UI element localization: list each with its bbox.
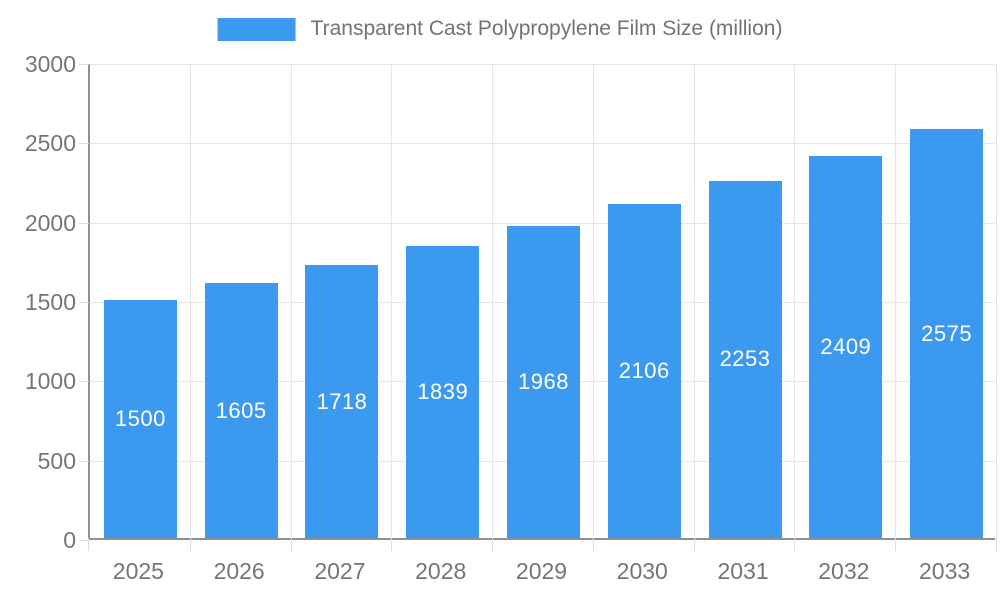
x-axis-tick bbox=[693, 538, 695, 551]
grid-line-vertical bbox=[492, 64, 494, 538]
bar-value-label: 1718 bbox=[316, 388, 368, 414]
y-axis-tick-label: 500 bbox=[37, 447, 76, 474]
plot-area: 1500 1605 1718 1839 1968 2106 2253 2409 2575 bbox=[79, 64, 997, 551]
grid-line-vertical bbox=[693, 64, 695, 538]
y-axis-tick-label: 1000 bbox=[24, 368, 76, 395]
y-axis-tick bbox=[79, 381, 89, 383]
x-axis-tick-label: 2025 bbox=[112, 558, 164, 584]
grid-line-vertical bbox=[290, 64, 292, 538]
grid-line-vertical bbox=[996, 64, 997, 538]
bar[interactable]: 1968 bbox=[507, 225, 580, 538]
bar[interactable]: 1718 bbox=[305, 265, 379, 538]
x-axis-tick-label: 2032 bbox=[818, 558, 870, 584]
grid-line-vertical bbox=[895, 64, 897, 538]
grid-line-horizontal bbox=[90, 64, 995, 65]
grid-line-vertical bbox=[189, 64, 191, 538]
y-axis-tick-label: 2000 bbox=[24, 209, 76, 236]
y-axis-tick bbox=[79, 143, 89, 145]
bar-value-label: 2253 bbox=[719, 346, 771, 372]
bar[interactable]: 2575 bbox=[910, 129, 984, 538]
bar[interactable]: 2253 bbox=[708, 180, 782, 538]
x-axis-tick-label: 2031 bbox=[717, 558, 769, 584]
x-axis-tick bbox=[88, 538, 89, 551]
bar-value-label: 2106 bbox=[618, 357, 670, 383]
y-axis-tick bbox=[79, 540, 89, 541]
bar-value-label: 1500 bbox=[114, 406, 166, 431]
grid-line-horizontal bbox=[90, 143, 995, 145]
bar[interactable]: 1500 bbox=[103, 300, 177, 538]
bar[interactable]: 2106 bbox=[607, 203, 681, 538]
y-axis-tick bbox=[79, 64, 89, 65]
bar[interactable]: 1605 bbox=[204, 283, 278, 538]
bar-value-label: 2409 bbox=[820, 333, 872, 359]
legend-swatch bbox=[217, 17, 296, 41]
x-axis-tick-label: 2028 bbox=[415, 558, 467, 584]
grid-line-vertical bbox=[592, 64, 594, 538]
bar-value-label: 1839 bbox=[417, 379, 469, 405]
x-axis-tick bbox=[996, 538, 997, 551]
x-axis-tick-label: 2033 bbox=[919, 558, 971, 584]
x-axis-tick-label: 2026 bbox=[213, 558, 265, 584]
x-axis-tick bbox=[592, 538, 594, 551]
x-axis-tick-label: 2027 bbox=[314, 558, 366, 584]
x-axis-tick bbox=[189, 538, 191, 551]
grid-line-vertical bbox=[794, 64, 796, 538]
x-axis-tick-label: 2030 bbox=[616, 558, 668, 584]
grid-line-vertical bbox=[391, 64, 393, 538]
y-axis-tick-label: 1500 bbox=[24, 289, 76, 315]
y-axis-tick bbox=[79, 460, 89, 462]
x-axis-tick bbox=[492, 538, 494, 551]
y-axis-tick-label: 3000 bbox=[24, 51, 76, 77]
bar[interactable]: 1839 bbox=[406, 246, 480, 538]
x-axis-tick bbox=[391, 538, 393, 551]
y-axis-tick bbox=[79, 222, 89, 224]
y-axis-tick-label: 0 bbox=[63, 527, 76, 553]
x-axis-tick bbox=[290, 538, 292, 551]
bar[interactable]: 2409 bbox=[809, 155, 883, 538]
y-axis-tick bbox=[79, 302, 89, 303]
x-axis-tick bbox=[895, 538, 897, 551]
y-axis-tick-label: 2500 bbox=[24, 130, 76, 157]
y-axis: 0 500 1000 1500 2000 2500 3000 bbox=[0, 51, 76, 553]
legend-item[interactable]: Transparent Cast Polypropylene Film Size… bbox=[217, 17, 783, 41]
bar-value-label: 2575 bbox=[921, 320, 973, 346]
x-axis-tick-label: 2029 bbox=[515, 558, 568, 584]
x-axis: 2025 2026 2027 2028 2029 2030 2031 2032 2033 bbox=[88, 556, 995, 586]
grid-line-horizontal bbox=[90, 222, 995, 224]
x-axis-tick bbox=[794, 538, 796, 551]
bar-value-label: 1968 bbox=[518, 368, 569, 394]
bar-value-label: 1605 bbox=[215, 397, 267, 423]
legend-label: Transparent Cast Polypropylene Film Size… bbox=[310, 17, 783, 40]
